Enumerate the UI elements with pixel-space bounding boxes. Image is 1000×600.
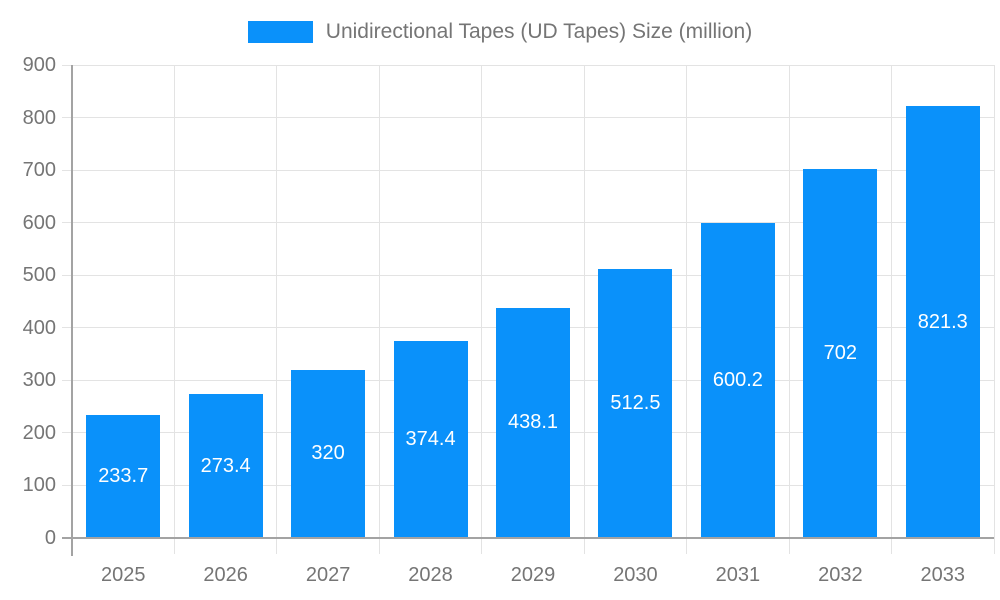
bar[interactable]: 512.5: [598, 268, 673, 538]
x-grid-line: [481, 65, 483, 538]
bar-value-label: 702: [823, 342, 858, 365]
x-tick: [788, 538, 790, 554]
x-grid-line: [583, 65, 585, 538]
bar[interactable]: 233.7: [86, 415, 161, 538]
x-tick: [276, 538, 278, 554]
x-axis-label: 2025: [100, 564, 146, 586]
x-axis-label: 2027: [305, 564, 351, 586]
chart-legend: Unidirectional Tapes (UD Tapes) Size (mi…: [0, 14, 1000, 50]
bar-value-label: 374.4: [405, 428, 456, 451]
y-axis-label: 0: [44, 527, 56, 549]
x-grid-line: [378, 65, 380, 538]
y-axis-label: 500: [22, 264, 56, 287]
y-axis-label: 800: [22, 106, 56, 129]
x-axis-label: 2031: [715, 564, 761, 586]
bar[interactable]: 702: [803, 169, 878, 538]
legend-label[interactable]: Unidirectional Tapes (UD Tapes) Size (mi…: [325, 20, 753, 43]
bar-value-label: 233.7: [98, 465, 149, 488]
y-grid-line: [62, 169, 994, 171]
x-grid-line: [686, 65, 688, 538]
y-axis-label: 700: [22, 159, 56, 182]
bar[interactable]: 273.4: [188, 394, 263, 538]
y-axis-label: 100: [22, 474, 56, 497]
y-grid-line: [62, 274, 994, 276]
y-grid-line: [62, 222, 994, 224]
x-tick: [378, 538, 380, 554]
bar[interactable]: 320: [291, 369, 366, 538]
y-axis-label: 300: [22, 369, 56, 392]
bar-value-label: 320: [311, 442, 345, 465]
bar-value-label: 600.2: [712, 368, 763, 391]
bar[interactable]: 374.4: [393, 341, 468, 538]
x-axis-label: 2028: [408, 564, 453, 586]
x-tick: [686, 538, 688, 554]
x-axis-label: 2032: [818, 564, 863, 586]
x-axis-label: 2026: [203, 564, 248, 586]
x-grid-line: [276, 65, 278, 538]
y-axis-label: 600: [22, 211, 56, 234]
x-axis-label: 2033: [920, 564, 966, 586]
x-grid-line: [993, 65, 995, 538]
bar-value-label: 438.1: [507, 411, 559, 434]
legend-swatch-icon[interactable]: [247, 21, 313, 43]
y-grid-line: [62, 64, 994, 66]
bar[interactable]: 438.1: [496, 307, 570, 538]
y-axis-label: 200: [22, 421, 56, 444]
bar-value-label: 821.3: [917, 310, 968, 333]
x-axis-label: 2029: [510, 564, 556, 586]
y-axis-line: [71, 65, 73, 556]
x-grid-line: [173, 65, 175, 538]
x-tick: [993, 538, 995, 554]
x-grid-line: [788, 65, 790, 538]
y-axis-label: 900: [22, 54, 56, 76]
x-tick: [173, 538, 175, 554]
bar[interactable]: 821.3: [905, 106, 980, 538]
bar-value-label: 512.5: [610, 391, 661, 414]
y-grid-line: [62, 117, 994, 119]
x-tick: [891, 538, 893, 554]
y-axis-label: 400: [22, 316, 56, 339]
bar-value-label: 273.4: [200, 454, 251, 477]
x-grid-line: [891, 65, 893, 538]
x-axis-label: 2030: [613, 564, 658, 586]
x-tick: [583, 538, 585, 554]
bar[interactable]: 600.2: [700, 222, 775, 538]
x-axis-line: [62, 537, 994, 539]
x-tick: [481, 538, 483, 554]
